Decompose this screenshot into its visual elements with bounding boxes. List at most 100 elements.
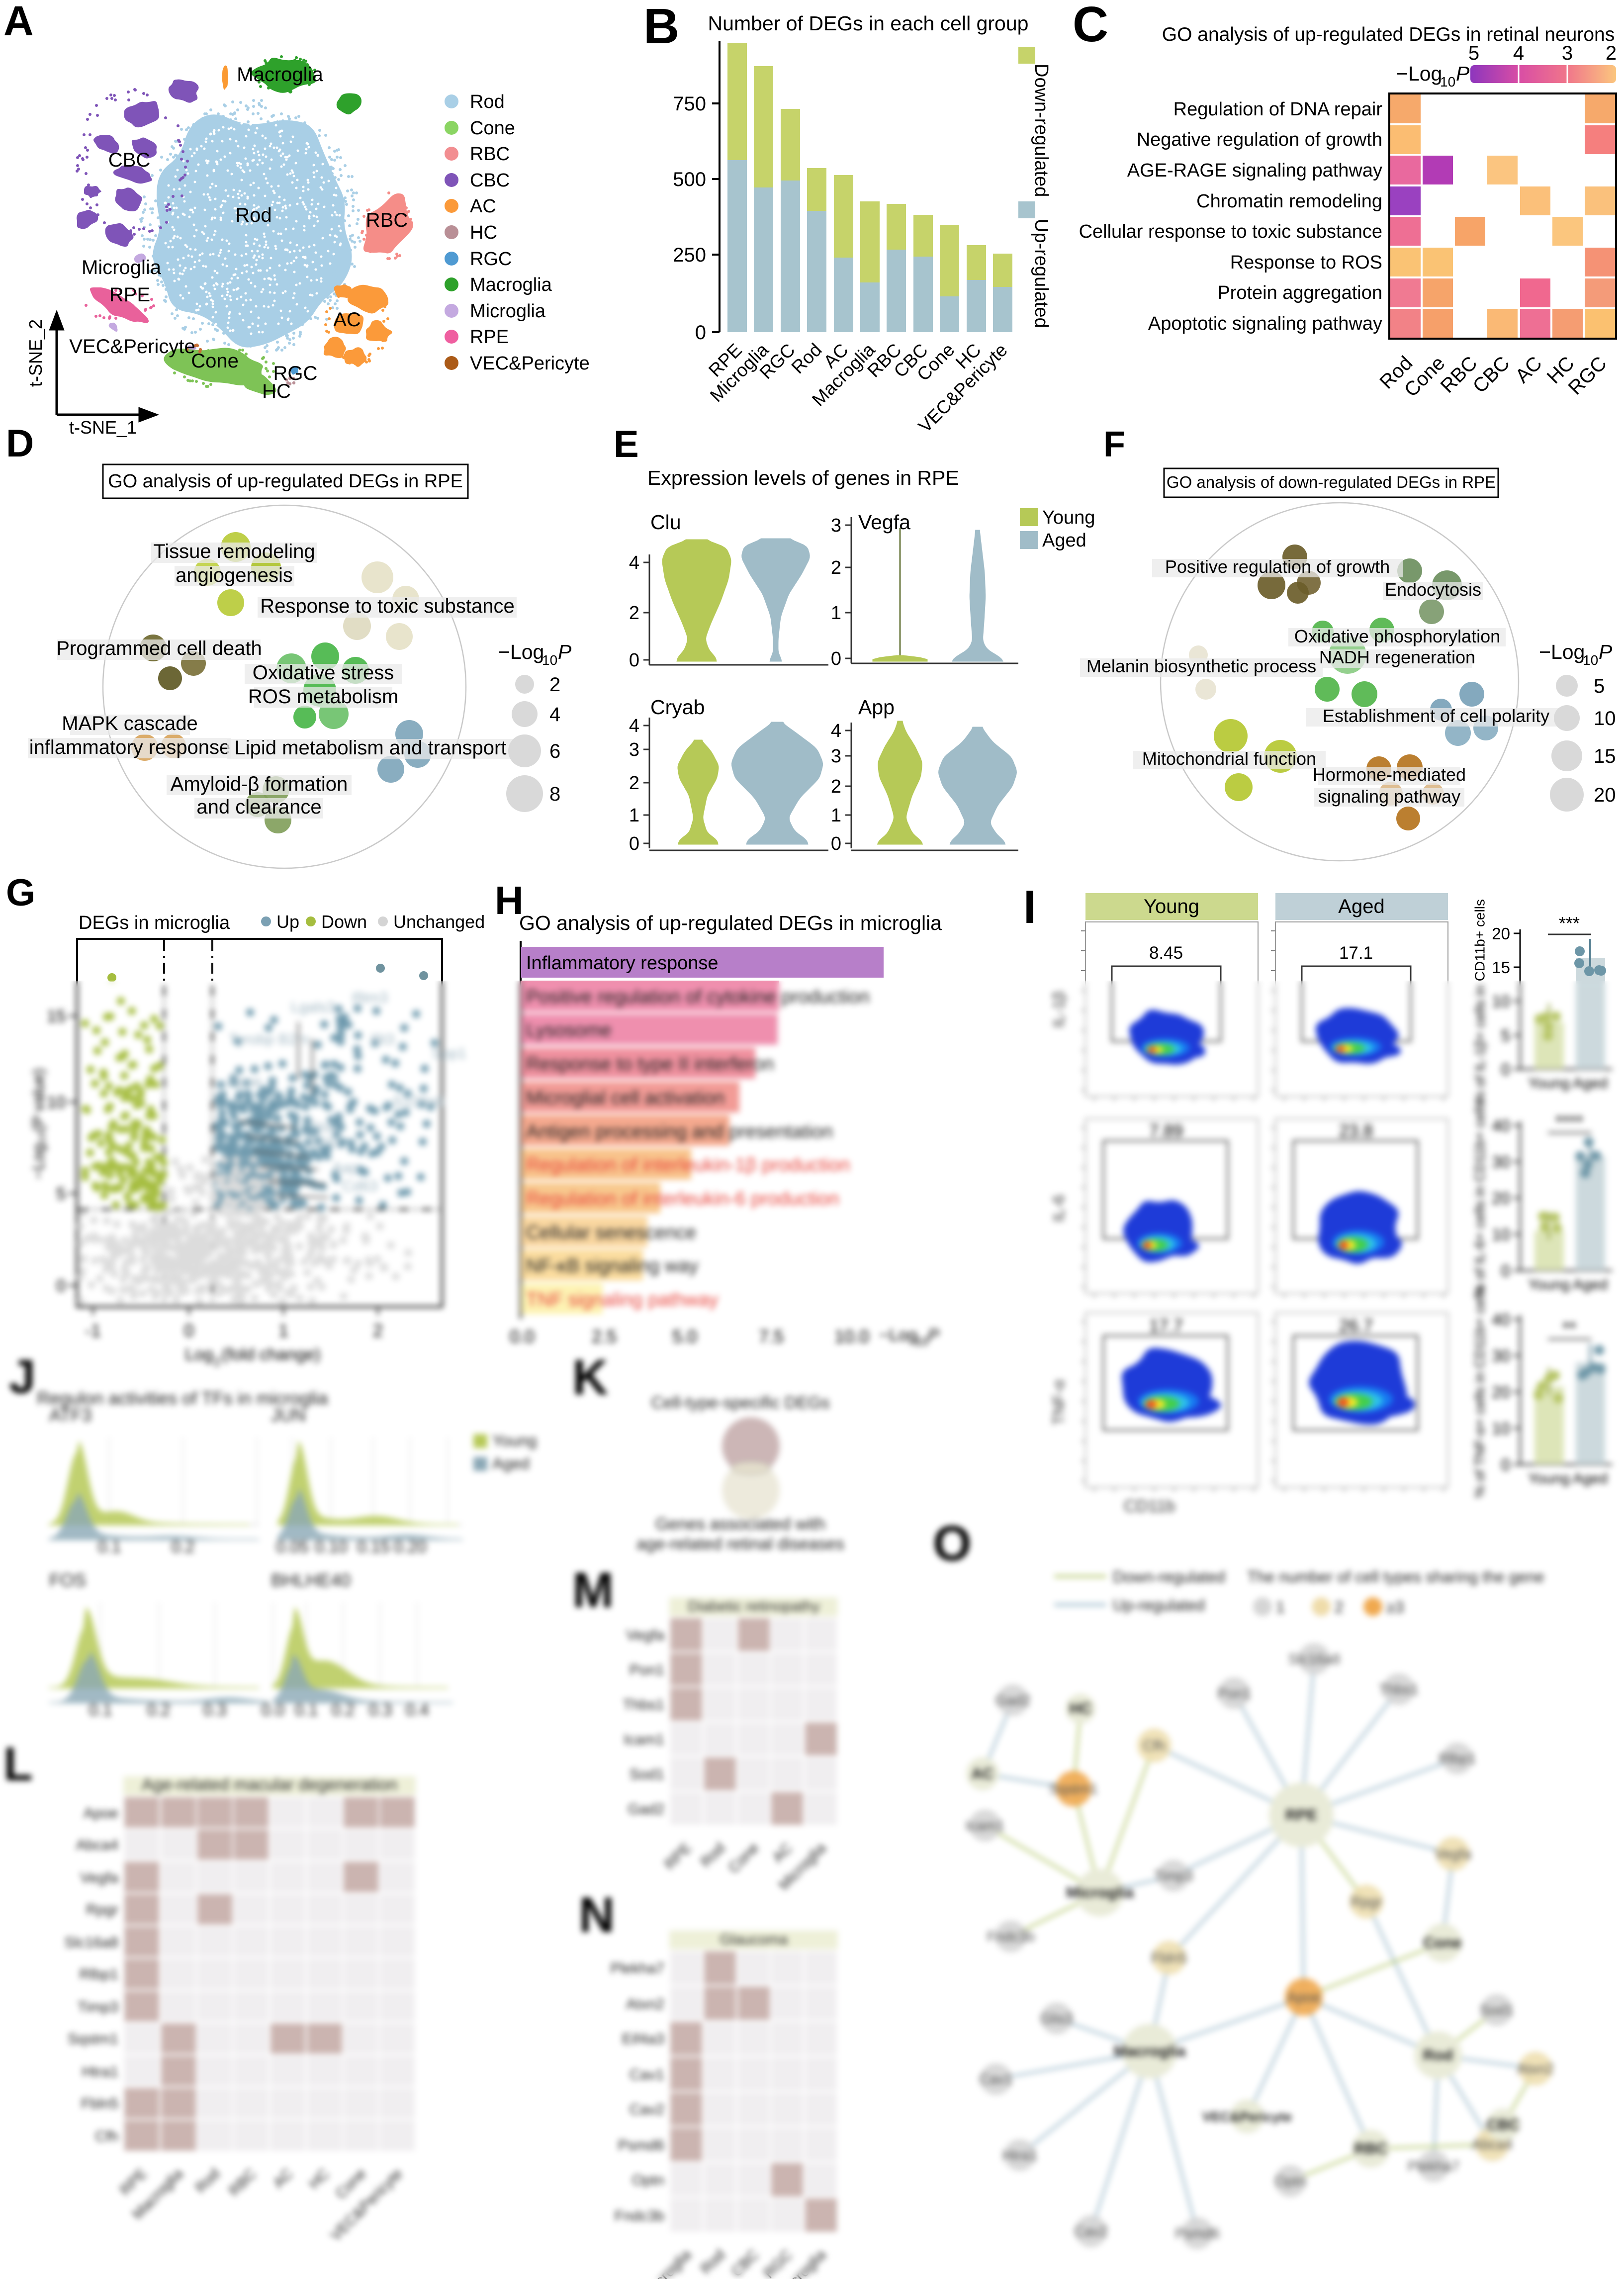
svg-text:Cav2: Cav2 (630, 2101, 664, 2118)
svg-text:20: 20 (1492, 1189, 1510, 1207)
svg-text:0.15: 0.15 (357, 1538, 390, 1556)
svg-text:RGC: RGC (470, 249, 512, 270)
svg-text:0: 0 (629, 650, 639, 671)
svg-text:0: 0 (831, 648, 841, 669)
svg-text:0: 0 (1501, 1060, 1510, 1079)
svg-text:0.2: 0.2 (331, 1701, 355, 1720)
svg-text:Cfh: Cfh (1143, 1738, 1165, 1754)
svg-text:B: B (643, 0, 679, 54)
svg-text:10: 10 (1583, 652, 1598, 668)
svg-text:TNF-α: TNF-α (1050, 1379, 1068, 1425)
svg-text:1: 1 (1276, 1598, 1285, 1616)
svg-text:Rpgr: Rpgr (1351, 1894, 1382, 1910)
svg-text:≥3: ≥3 (1386, 1598, 1404, 1616)
svg-text:3: 3 (1562, 42, 1573, 64)
svg-text:CD11b: CD11b (1124, 1497, 1175, 1516)
svg-text:4: 4 (1513, 42, 1524, 64)
svg-text:0: 0 (1501, 1262, 1510, 1280)
svg-text:B2m: B2m (278, 1031, 309, 1048)
svg-text:App: App (858, 696, 895, 719)
svg-text:Apoptotic signaling pathway: Apoptotic signaling pathway (1148, 313, 1382, 334)
svg-text:IL-1β: IL-1β (1050, 991, 1068, 1028)
svg-text:M: M (572, 1562, 614, 1618)
svg-text:Macroglia: Macroglia (237, 64, 323, 86)
svg-text:Aged: Aged (492, 1455, 530, 1472)
svg-text:Rlbp1: Rlbp1 (1439, 1751, 1476, 1767)
svg-text:ROS metabolism: ROS metabolism (248, 686, 398, 708)
svg-text:Cfh: Cfh (95, 2128, 118, 2145)
svg-text:TNF signaling pathway: TNF signaling pathway (526, 1289, 719, 1310)
svg-text:2: 2 (629, 603, 639, 624)
svg-text:0.1: 0.1 (294, 1701, 318, 1720)
svg-text:23.8: 23.8 (1339, 1121, 1373, 1141)
svg-text:C: C (1073, 0, 1108, 52)
svg-text:Tissue remodeling: Tissue remodeling (153, 541, 315, 562)
svg-text:40: 40 (1492, 1116, 1510, 1135)
svg-text:****: **** (1555, 1111, 1583, 1132)
svg-text:Eif4a3: Eif4a3 (622, 2031, 664, 2047)
svg-text:20: 20 (1492, 924, 1510, 943)
svg-text:CBC: CBC (108, 149, 150, 171)
svg-text:−Log: −Log (1396, 62, 1442, 85)
svg-text:Cone: Cone (191, 350, 239, 372)
svg-text:Fndc3b: Fndc3b (987, 1929, 1035, 1945)
svg-text:Spp1: Spp1 (432, 1045, 466, 1062)
svg-text:0.2: 0.2 (147, 1701, 170, 1720)
svg-text:Microglial cell activation: Microglial cell activation (526, 1088, 724, 1108)
svg-text:10: 10 (1492, 1225, 1510, 1244)
svg-text:BHLHE40: BHLHE40 (271, 1570, 351, 1590)
svg-text:P: P (928, 1326, 939, 1345)
svg-text:20: 20 (1594, 784, 1616, 806)
svg-text:17.7: 17.7 (1149, 1316, 1183, 1336)
svg-text:GO analysis of down-regulated: GO analysis of down-regulated DEGs in RP… (1167, 473, 1496, 491)
svg-text:0.0: 0.0 (510, 1326, 535, 1347)
svg-text:10: 10 (1440, 74, 1455, 90)
svg-text:Cav1: Cav1 (630, 2067, 664, 2083)
svg-text:RPE: RPE (470, 327, 509, 348)
svg-text:Psmd6: Psmd6 (618, 2137, 664, 2154)
svg-text:Macroglia: Macroglia (470, 274, 552, 295)
svg-text:4: 4 (831, 721, 841, 741)
svg-text:Regulation of interleukin-1β p: Regulation of interleukin-1β production (526, 1155, 850, 1176)
svg-text:Optn: Optn (1275, 2174, 1306, 2189)
svg-text:P: P (1599, 640, 1613, 663)
svg-text:0.4: 0.4 (405, 1701, 429, 1720)
svg-text:J: J (9, 1350, 35, 1403)
svg-text:Rlbp1: Rlbp1 (80, 1966, 118, 1983)
svg-text:Atxn2: Atxn2 (626, 1996, 664, 2012)
svg-text:Glaucoma: Glaucoma (720, 1931, 788, 1948)
svg-text:t-SNE_1: t-SNE_1 (69, 417, 137, 438)
svg-text:0: 0 (629, 833, 639, 854)
svg-text:Melanin biosynthetic process: Melanin biosynthetic process (1086, 656, 1316, 676)
svg-text:and clearance: and clearance (196, 796, 321, 818)
svg-text:K: K (572, 1350, 608, 1405)
svg-text:Sod1: Sod1 (1480, 2003, 1514, 2018)
svg-text:2: 2 (831, 557, 841, 578)
svg-text:4: 4 (629, 552, 639, 573)
svg-text:Microglia: Microglia (82, 257, 162, 278)
svg-text:G: G (6, 872, 35, 914)
svg-text:Sqstm1: Sqstm1 (1049, 1781, 1098, 1797)
svg-text:RPE: RPE (1285, 1806, 1317, 1823)
svg-text:Cd63: Cd63 (342, 1178, 378, 1194)
svg-text:% of TNF-α+ cells in CD11b+ ce: % of TNF-α+ cells in CD11b+ cells (1472, 1286, 1487, 1498)
svg-text:0.1: 0.1 (97, 1538, 121, 1556)
svg-text:30: 30 (1492, 1153, 1510, 1171)
svg-text:Microglia: Microglia (470, 301, 546, 322)
svg-text:Apoe: Apoe (84, 1805, 118, 1822)
svg-text:Cav1: Cav1 (979, 2072, 1013, 2088)
svg-text:0.20: 0.20 (394, 1538, 427, 1556)
svg-text:Apoe: Apoe (227, 1074, 262, 1090)
svg-text:RBC: RBC (1354, 2140, 1387, 2157)
svg-text:Psmd6: Psmd6 (1175, 2226, 1220, 2242)
svg-text:1: 1 (831, 603, 841, 624)
svg-text:Rpgr: Rpgr (86, 1902, 118, 1918)
svg-text:Oxidative stress: Oxidative stress (253, 662, 394, 684)
svg-text:ATF3: ATF3 (49, 1405, 91, 1425)
svg-text:Positive regulation of growth: Positive regulation of growth (1165, 556, 1390, 577)
svg-text:age-related retinal diseases: age-related retinal diseases (636, 1535, 844, 1553)
svg-text:Vegfa: Vegfa (858, 511, 910, 534)
svg-text:Apoe: Apoe (1287, 1990, 1321, 2006)
svg-text:10: 10 (1492, 1419, 1510, 1438)
svg-text:4: 4 (549, 704, 560, 726)
